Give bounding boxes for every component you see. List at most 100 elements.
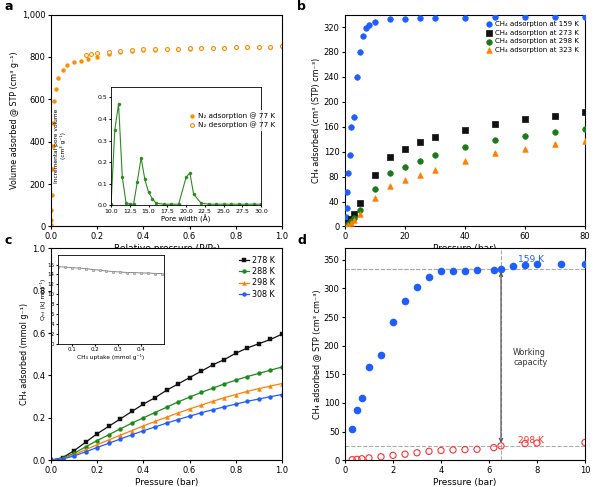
CH₄ adsorption at 159 K — [460, 14, 470, 21]
N₂ adsorption @ 77 K — [71, 59, 78, 65]
Legend: N₂ adsorption @ 77 K, N₂ desorption @ 77 K: N₂ adsorption @ 77 K, N₂ desorption @ 77… — [186, 110, 278, 131]
Line: 308 K: 308 K — [49, 393, 284, 462]
X-axis label: Pressure (bar): Pressure (bar) — [433, 244, 497, 253]
Point — [556, 261, 566, 268]
CH₄ adsorption at 298 K — [460, 143, 470, 150]
Point — [580, 439, 590, 447]
CH₄ adsorption at 323 K — [346, 219, 356, 226]
N₂ adsorption @ 77 K — [52, 86, 59, 92]
N₂ desorption @ 77 K — [278, 43, 286, 49]
N₂ adsorption @ 77 K — [64, 62, 71, 68]
CH₄ adsorption at 273 K — [346, 215, 356, 223]
278 K — [47, 457, 55, 463]
308 K — [186, 413, 193, 419]
288 K — [94, 438, 101, 444]
CH₄ adsorption at 159 K — [580, 13, 590, 21]
308 K — [244, 398, 251, 404]
298 K — [47, 457, 55, 463]
N₂ desorption @ 77 K — [256, 44, 263, 50]
298 K — [278, 381, 286, 387]
N₂ adsorption @ 77 K — [85, 56, 92, 62]
Text: c: c — [5, 234, 12, 247]
N₂ desorption @ 77 K — [175, 46, 182, 52]
288 K — [163, 404, 170, 410]
278 K — [256, 341, 263, 347]
Point — [412, 283, 422, 291]
308 K — [105, 440, 112, 446]
308 K — [175, 416, 182, 422]
CH₄ adsorption at 273 K — [430, 133, 440, 141]
298 K — [59, 456, 66, 462]
278 K — [175, 381, 182, 387]
N₂ adsorption @ 77 K — [256, 44, 263, 50]
Line: N₂ adsorption @ 77 K: N₂ adsorption @ 77 K — [49, 44, 284, 227]
288 K — [59, 455, 66, 461]
298 K — [244, 389, 251, 394]
N₂ adsorption @ 77 K — [50, 120, 57, 126]
N₂ desorption @ 77 K — [140, 46, 147, 52]
Text: 159 K: 159 K — [518, 255, 544, 264]
CH₄ adsorption at 323 K — [550, 140, 560, 148]
Y-axis label: CH₄ adsorbed (mmol g⁻¹): CH₄ adsorbed (mmol g⁻¹) — [20, 303, 29, 405]
288 K — [140, 415, 147, 421]
CH₄ adsorption at 323 K — [400, 176, 410, 184]
CH₄ adsorption at 159 K — [370, 18, 380, 26]
288 K — [117, 426, 124, 432]
288 K — [175, 399, 182, 405]
N₂ adsorption @ 77 K — [48, 206, 55, 212]
Text: Working
capacity: Working capacity — [513, 348, 547, 367]
Point — [424, 273, 434, 281]
Point — [460, 446, 470, 453]
Point — [489, 265, 499, 273]
CH₄ adsorption at 273 K — [520, 115, 530, 123]
Y-axis label: CH₄ adsorbed (cm³ (STP) cm⁻³): CH₄ adsorbed (cm³ (STP) cm⁻³) — [312, 58, 321, 183]
308 K — [82, 449, 89, 455]
Legend: 278 K, 288 K, 298 K, 308 K: 278 K, 288 K, 298 K, 308 K — [236, 252, 278, 302]
CH₄ adsorption at 323 K — [460, 157, 470, 165]
N₂ adsorption @ 77 K — [105, 51, 112, 56]
N₂ desorption @ 77 K — [88, 51, 95, 56]
Point — [532, 439, 542, 447]
Point — [472, 446, 482, 453]
CH₄ adsorption at 273 K — [460, 126, 470, 134]
N₂ adsorption @ 77 K — [94, 54, 101, 60]
298 K — [221, 395, 228, 401]
Legend: CH₄ adsorption at 159 K, CH₄ adsorption at 273 K, CH₄ adsorption at 298 K, CH₄ a: CH₄ adsorption at 159 K, CH₄ adsorption … — [483, 18, 581, 56]
278 K — [197, 368, 205, 374]
308 K — [209, 407, 216, 412]
308 K — [59, 456, 66, 462]
308 K — [163, 420, 170, 426]
Point — [352, 455, 362, 463]
308 K — [128, 432, 136, 438]
N₂ adsorption @ 77 K — [47, 217, 55, 223]
308 K — [140, 428, 147, 434]
CH₄ adsorption at 159 K — [358, 33, 368, 40]
Point — [364, 454, 374, 462]
CH₄ adsorption at 323 K — [385, 182, 395, 190]
Line: 288 K: 288 K — [49, 365, 284, 462]
N₂ adsorption @ 77 K — [49, 167, 56, 172]
CH₄ adsorption at 298 K — [346, 218, 356, 225]
288 K — [197, 390, 205, 395]
Point — [472, 266, 482, 274]
CH₄ adsorption at 159 K — [415, 15, 425, 22]
Text: 298 K: 298 K — [518, 436, 544, 445]
CH₄ adsorption at 323 K — [580, 137, 590, 145]
CH₄ adsorption at 159 K — [361, 24, 371, 32]
CH₄ adsorption at 273 K — [385, 153, 395, 161]
CH₄ adsorption at 298 K — [490, 136, 500, 144]
CH₄ adsorption at 159 K — [550, 13, 560, 21]
N₂ adsorption @ 77 K — [49, 143, 56, 149]
298 K — [94, 442, 101, 448]
Point — [357, 455, 367, 463]
Point — [357, 394, 367, 402]
Point — [376, 453, 386, 461]
CH₄ adsorption at 159 K — [341, 220, 350, 227]
N₂ adsorption @ 77 K — [186, 46, 193, 52]
288 K — [186, 394, 193, 400]
N₂ desorption @ 77 K — [267, 44, 274, 50]
CH₄ adsorption at 273 K — [415, 138, 425, 146]
CH₄ adsorption at 273 K — [343, 220, 353, 227]
Point — [448, 446, 458, 454]
308 K — [71, 453, 78, 459]
